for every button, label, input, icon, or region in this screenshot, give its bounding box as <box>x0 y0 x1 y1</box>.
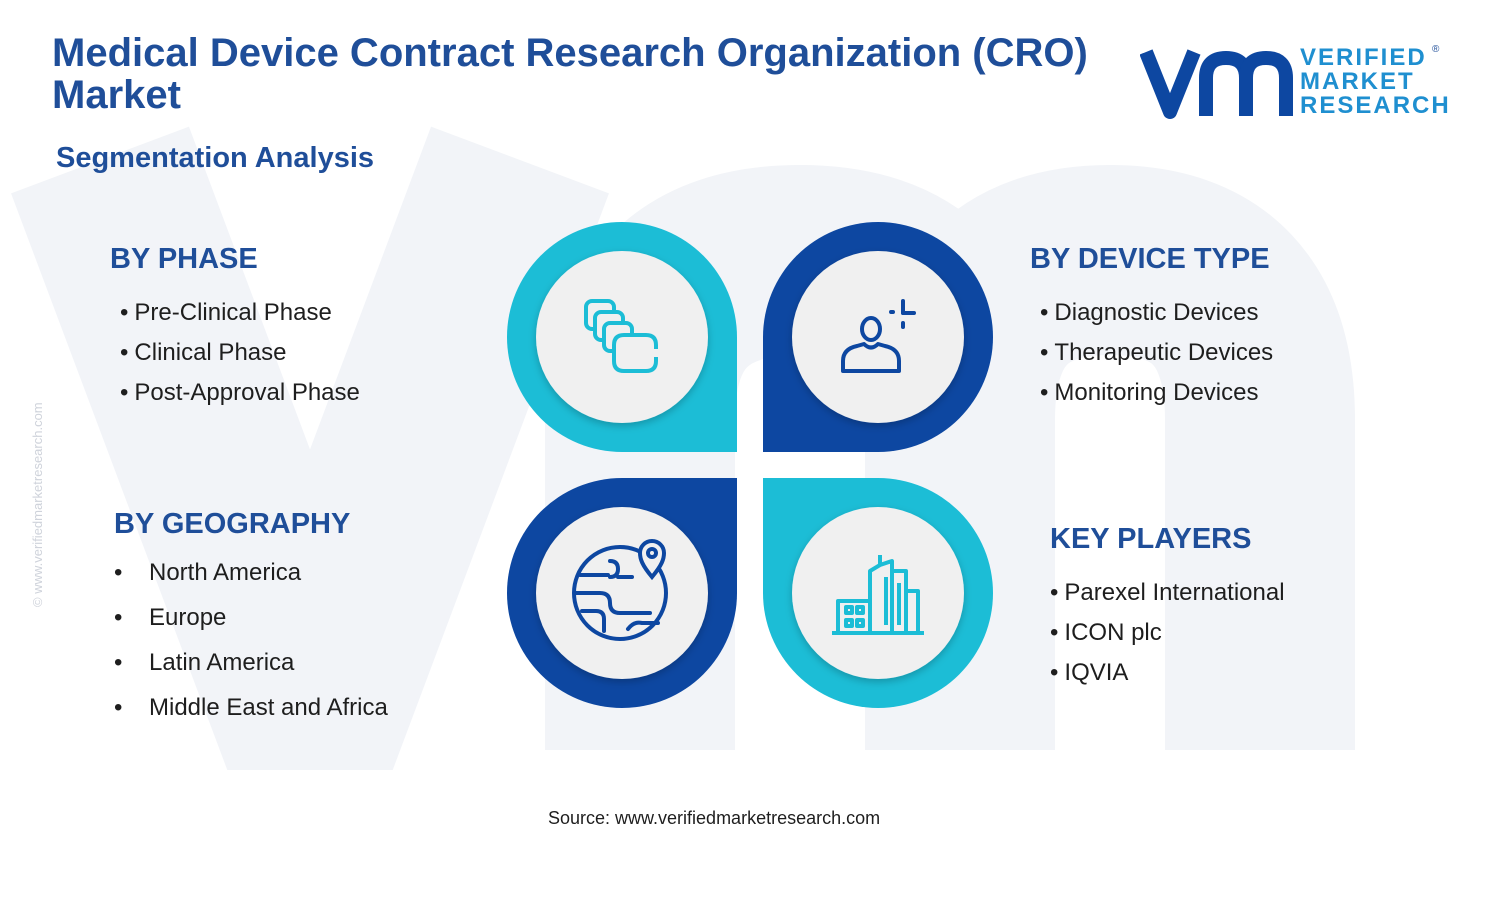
stacked-cards-icon <box>584 299 658 373</box>
brand-line-1: VERIFIED <box>1300 44 1427 71</box>
segment-list: Parexel International ICON plc IQVIA <box>1050 573 1285 693</box>
segment-list: Diagnostic Devices Therapeutic Devices M… <box>1040 293 1273 413</box>
segment-heading: BY GEOGRAPHY <box>114 508 351 540</box>
list-item: Clinical Phase <box>120 333 360 373</box>
segment-list: North America Europe Latin America Middl… <box>114 550 388 730</box>
page-subtitle: Segmentation Analysis <box>56 142 375 174</box>
page-title: Medical Device Contract Research Organiz… <box>52 31 1088 117</box>
segment-phase: BY PHASE Pre-Clinical Phase Clinical Pha… <box>110 243 360 413</box>
list-item: ICON plc <box>1050 613 1285 653</box>
list-item: Latin America <box>114 640 388 685</box>
list-item: Middle East and Africa <box>114 685 388 730</box>
list-item: Parexel International <box>1050 573 1284 613</box>
list-item: Post-Approval Phase <box>120 373 359 413</box>
key-players-quadrant <box>763 478 993 708</box>
buildings-icon <box>832 555 924 635</box>
device-type-quadrant <box>763 222 993 452</box>
list-item: North America <box>114 550 388 595</box>
phase-quadrant <box>507 222 737 452</box>
segment-heading: KEY PLAYERS <box>1050 523 1252 555</box>
segment-list: Pre-Clinical Phase Clinical Phase Post-A… <box>120 293 360 413</box>
segmentation-diagram <box>507 222 993 708</box>
geography-quadrant <box>507 478 737 708</box>
globe-pin-icon <box>572 539 668 641</box>
segment-geography: BY GEOGRAPHY North America Europe Latin … <box>114 508 388 730</box>
list-item: IQVIA <box>1050 653 1285 693</box>
brand-line-2: MARKET <box>1300 68 1415 95</box>
segment-device-type: BY DEVICE TYPE Diagnostic Devices Therap… <box>1030 243 1273 413</box>
list-item: Pre-Clinical Phase <box>120 293 360 333</box>
list-item: Europe <box>114 595 388 640</box>
brand-line-3: RESEARCH <box>1300 92 1451 119</box>
registered-mark: ® <box>1432 44 1440 55</box>
segment-key-players: KEY PLAYERS Parexel International ICON p… <box>1050 523 1285 693</box>
brand-logo-mark <box>1140 49 1293 119</box>
brand-name: VERIFIED MARKET RESEARCH <box>1300 46 1451 118</box>
source-note: Source: www.verifiedmarketresearch.com <box>548 808 881 828</box>
list-item: Monitoring Devices <box>1040 373 1273 413</box>
list-item: Diagnostic Devices <box>1040 293 1273 333</box>
segment-heading: BY DEVICE TYPE <box>1030 243 1270 275</box>
side-copyright: © www.verifiedmarketresearch.com <box>30 402 45 607</box>
person-plus-icon <box>841 299 916 373</box>
list-item: Therapeutic Devices <box>1040 333 1273 373</box>
segment-heading: BY PHASE <box>110 243 258 275</box>
